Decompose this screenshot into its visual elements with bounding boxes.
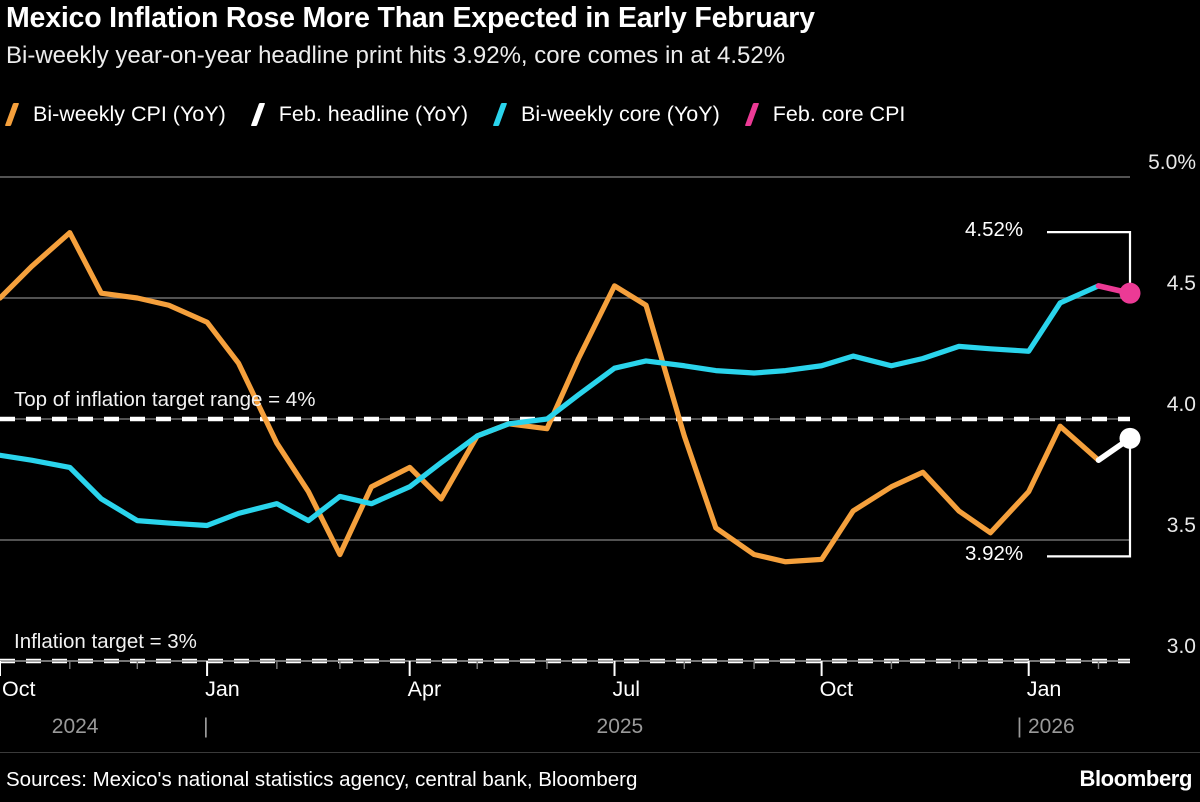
x-axis-tick-label: Jan bbox=[1026, 677, 1062, 701]
legend-label: Bi-weekly core (YoY) bbox=[521, 101, 720, 126]
legend-item-bi-weekly-core[interactable]: Bi-weekly core (YoY) bbox=[492, 101, 720, 127]
plot-area: 3.0 3.5 4.0 4.5 5.0% Oct Jan Apr Jul Oct Jan 2024… bbox=[0, 140, 1200, 738]
y-axis-tick-label: 4.5 bbox=[1166, 272, 1196, 295]
y-axis-tick-label: 5.0% bbox=[1148, 151, 1196, 174]
bloomberg-logo: Bloomberg bbox=[1079, 766, 1192, 791]
legend-label: Bi-weekly CPI (YoY) bbox=[33, 101, 226, 126]
y-axis-tick-label: 3.5 bbox=[1166, 514, 1196, 537]
slash-marker-icon bbox=[4, 103, 24, 126]
x-axis-tick-label: Apr bbox=[407, 677, 442, 701]
chart-canvas bbox=[0, 176, 1141, 676]
x-axis-tick-label: Jul bbox=[612, 677, 640, 701]
y-axis-tick-label: 3.0 bbox=[1166, 635, 1196, 658]
slash-marker-icon bbox=[744, 103, 764, 126]
legend-item-feb-headline[interactable]: Feb. headline (YoY) bbox=[250, 101, 469, 127]
footer-divider bbox=[0, 752, 1200, 753]
x-axis-tick-label: Jan bbox=[205, 677, 240, 701]
legend-label: Feb. headline (YoY) bbox=[278, 101, 469, 126]
callout-headline-value: 3.92% bbox=[965, 542, 1024, 566]
chart-legend: Bi-weekly CPI (YoY) Feb. headline (YoY) … bbox=[4, 96, 931, 132]
annotation-target: Inflation target = 3% bbox=[14, 630, 197, 653]
source-note: Sources: Mexico's national statistics ag… bbox=[6, 768, 638, 791]
callout-leader-lines bbox=[1047, 231, 1132, 558]
legend-label: Feb. core CPI bbox=[772, 101, 906, 126]
x-axis-ticks bbox=[0, 661, 1100, 676]
x-axis-year-label: 2025 bbox=[596, 715, 644, 738]
y-axis-tick-label: 4.0 bbox=[1166, 393, 1196, 416]
chart-title: Mexico Inflation Rose More Than Expected… bbox=[6, 2, 815, 34]
x-axis-year-label: | 2026 bbox=[1016, 715, 1075, 738]
legend-item-bi-weekly-cpi[interactable]: Bi-weekly CPI (YoY) bbox=[4, 101, 226, 127]
year-separator-bar: | bbox=[203, 715, 209, 738]
endpoint-markers bbox=[1119, 282, 1141, 449]
slash-marker-icon bbox=[492, 103, 512, 126]
x-axis-year-label: 2024 bbox=[51, 715, 99, 738]
callout-core-value: 4.52% bbox=[965, 218, 1024, 242]
x-axis-tick-label: Oct bbox=[2, 677, 36, 701]
legend-item-feb-core-cpi[interactable]: Feb. core CPI bbox=[744, 101, 906, 127]
x-axis-tick-label: Oct bbox=[819, 677, 854, 701]
slash-marker-icon bbox=[250, 103, 270, 126]
chart-subtitle: Bi-weekly year-on-year headline print hi… bbox=[6, 42, 786, 69]
annotation-target-top: Top of inflation target range = 4% bbox=[14, 388, 316, 411]
